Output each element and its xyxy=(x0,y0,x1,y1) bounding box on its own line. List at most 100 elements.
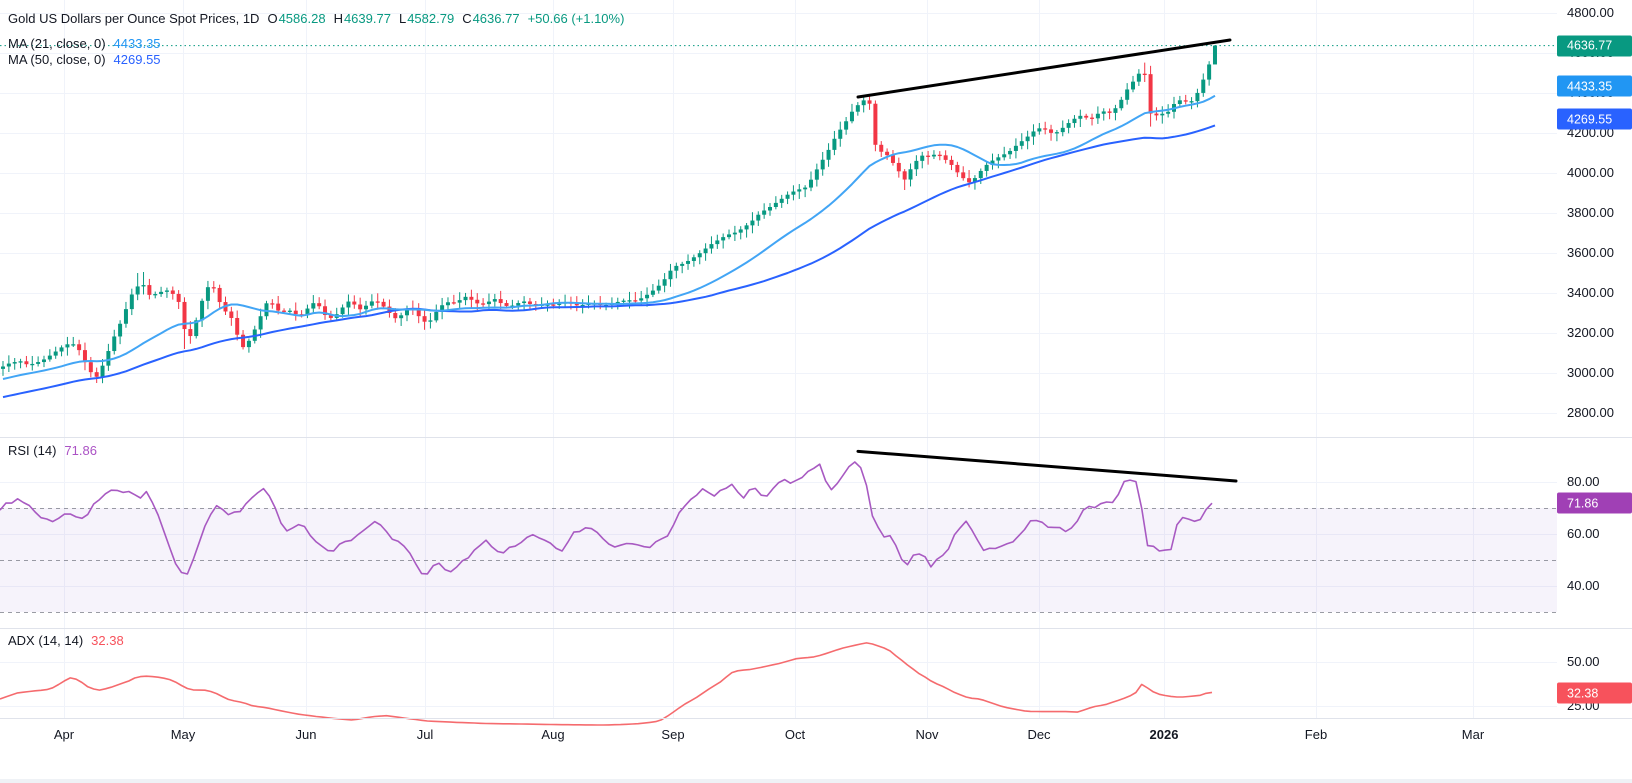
rsi-axis-label: 80.00 xyxy=(1567,474,1600,489)
rsi-label: RSI (14) xyxy=(8,443,57,458)
ma50-line[interactable] xyxy=(2,124,1216,399)
rsi-axis-label: 40.00 xyxy=(1567,578,1600,593)
candle-body xyxy=(323,306,328,316)
candle-body xyxy=(727,234,732,238)
candle-body xyxy=(516,303,521,306)
candle-body xyxy=(627,300,632,302)
candle-body xyxy=(30,363,35,366)
ma21-label: MA (21, close, 0) xyxy=(8,36,106,51)
right-axis-drag-area[interactable] xyxy=(1557,0,1632,718)
candle-body xyxy=(457,300,462,303)
candle-body xyxy=(1131,81,1136,90)
candle-body xyxy=(328,315,333,318)
candle-body xyxy=(364,305,369,310)
price-value-badge: 4636.77 xyxy=(1557,35,1632,57)
candle-body xyxy=(732,232,737,235)
price-trendline[interactable] xyxy=(856,38,1232,99)
candle-body xyxy=(282,310,287,312)
candle-body xyxy=(896,162,901,172)
candle-body xyxy=(399,315,404,319)
candle-body xyxy=(1113,108,1118,113)
candle-body xyxy=(1119,99,1124,109)
candle-body xyxy=(153,294,158,296)
ma21-legend[interactable]: MA (21, close, 0) 4433.35 xyxy=(8,36,161,52)
candle-body xyxy=(492,299,497,302)
time-axis-drag-area[interactable] xyxy=(0,718,1557,778)
candle-body xyxy=(931,154,936,157)
candle-body xyxy=(88,362,93,373)
rsi-line[interactable] xyxy=(0,461,1213,575)
candle-body xyxy=(293,310,298,315)
candle-body xyxy=(867,100,872,104)
candle-body xyxy=(164,290,169,292)
candle-body xyxy=(264,303,269,317)
candle-body xyxy=(246,340,251,348)
time-axis-label: Oct xyxy=(784,727,806,742)
time-axis-label: Apr xyxy=(53,727,75,742)
candle-body xyxy=(141,285,146,287)
candle-body xyxy=(580,304,585,307)
candle-body xyxy=(656,285,661,291)
candle-body xyxy=(1008,150,1013,155)
ma50-legend[interactable]: MA (50, close, 0) 4269.55 xyxy=(8,52,161,68)
candle-body xyxy=(451,302,456,304)
adx-value-badge: 32.38 xyxy=(1557,682,1632,704)
price-value-badge: 4269.55 xyxy=(1557,108,1632,130)
adx-label: ADX (14, 14) xyxy=(8,633,84,648)
candle-body xyxy=(159,291,164,295)
candle-body xyxy=(908,169,913,180)
candle-body xyxy=(873,103,878,145)
candle-body xyxy=(235,317,240,335)
rsi-value: 71.86 xyxy=(64,443,97,458)
candle-body xyxy=(756,214,761,221)
candle-body xyxy=(709,244,714,249)
candle-body xyxy=(123,309,128,324)
candle-body xyxy=(1136,73,1141,82)
candle-body xyxy=(463,296,468,301)
candle-body xyxy=(768,206,773,211)
price-axis-label: 3200.00 xyxy=(1567,325,1614,340)
candle-body xyxy=(270,303,275,305)
candle-body xyxy=(697,253,702,258)
candle-body xyxy=(217,287,222,303)
candle-body xyxy=(469,296,474,300)
candle-body xyxy=(194,320,199,337)
adx-axis-label: 50.00 xyxy=(1567,654,1600,669)
adx-line[interactable] xyxy=(0,642,1213,726)
rsi-trendline[interactable] xyxy=(856,449,1238,483)
candle-body xyxy=(94,372,99,377)
adx-legend[interactable]: ADX (14, 14) 32.38 xyxy=(8,633,124,649)
price-pane[interactable] xyxy=(1,45,1217,384)
candle-body xyxy=(621,300,626,302)
bottom-border xyxy=(0,779,1632,783)
candle-body xyxy=(1031,131,1036,137)
candle-body xyxy=(855,105,860,112)
candle-body xyxy=(112,336,117,352)
time-axis-label: Mar xyxy=(1461,727,1485,742)
candle-body xyxy=(311,303,316,309)
symbol-legend[interactable]: Gold US Dollars per Ounce Spot Prices, 1… xyxy=(8,11,624,27)
candle-body xyxy=(1084,115,1089,118)
candle-body xyxy=(1160,113,1165,116)
candle-body xyxy=(943,155,948,160)
candle-body xyxy=(241,334,246,348)
candle-body xyxy=(820,159,825,170)
candle-body xyxy=(937,154,942,157)
candle-body xyxy=(381,301,386,307)
ma21-line[interactable] xyxy=(2,94,1216,380)
price-axis-label: 3600.00 xyxy=(1567,245,1614,260)
price-axis-label: 3400.00 xyxy=(1567,285,1614,300)
candle-body xyxy=(885,151,890,156)
candle-body xyxy=(1013,145,1018,151)
time-axis-label: Sep xyxy=(661,727,685,742)
candle-body xyxy=(849,111,854,122)
candle-body xyxy=(59,347,64,352)
candle-body xyxy=(1095,113,1100,119)
candle-body xyxy=(826,149,831,160)
rsi-legend[interactable]: RSI (14) 71.86 xyxy=(8,443,97,459)
candle-body xyxy=(352,301,357,305)
candle-body xyxy=(106,351,111,366)
candle-body xyxy=(176,293,181,302)
candle-body xyxy=(527,301,532,304)
